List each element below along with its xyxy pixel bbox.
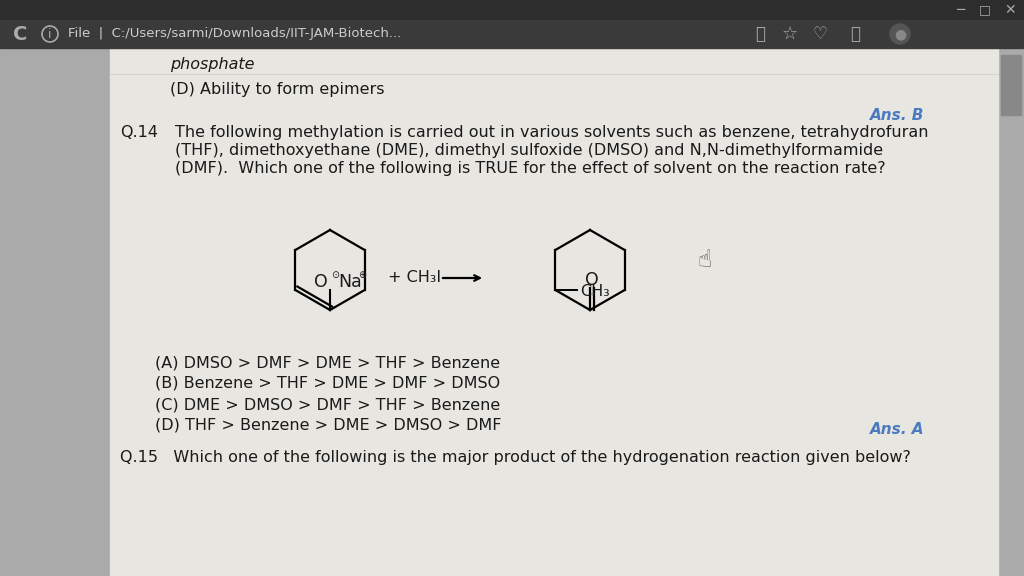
Text: i: i — [48, 28, 52, 40]
Text: The following methylation is carried out in various solvents such as benzene, te: The following methylation is carried out… — [175, 125, 929, 140]
Text: O: O — [585, 271, 599, 289]
Text: (C) DME > DMSO > DMF > THF > Benzene: (C) DME > DMSO > DMF > THF > Benzene — [155, 397, 501, 412]
Text: Q.15   Which one of the following is the major product of the hydrogenation reac: Q.15 Which one of the following is the m… — [120, 450, 911, 465]
Text: ⊕: ⊕ — [358, 270, 367, 280]
Text: ─: ─ — [955, 3, 965, 17]
Text: (THF), dimethoxyethane (DME), dimethyl sulfoxide (DMSO) and N,N-dimethylformamid: (THF), dimethoxyethane (DME), dimethyl s… — [175, 143, 883, 158]
Bar — [1001, 55, 1021, 115]
Bar — [0, 0, 1024, 48]
Text: Na: Na — [338, 273, 361, 291]
Bar — [0, 20, 1024, 48]
Text: □: □ — [979, 3, 991, 17]
Bar — [0, 48, 110, 576]
Text: (D) THF > Benzene > DME > DMSO > DMF: (D) THF > Benzene > DME > DMSO > DMF — [155, 418, 502, 433]
Text: ♡: ♡ — [813, 25, 827, 43]
Text: O: O — [314, 273, 328, 291]
Text: ➕: ➕ — [850, 25, 860, 43]
Text: ☝: ☝ — [697, 248, 712, 272]
Text: + CH₃I: + CH₃I — [388, 271, 441, 286]
Bar — [998, 48, 1024, 576]
Text: ✕: ✕ — [1005, 3, 1016, 17]
Text: File  |  C:/Users/sarmi/Downloads/IIT-JAM-Biotech...: File | C:/Users/sarmi/Downloads/IIT-JAM-… — [68, 28, 401, 40]
Text: ☆: ☆ — [782, 25, 798, 43]
Text: ⌕: ⌕ — [755, 25, 765, 43]
Text: Ans. A: Ans. A — [870, 422, 925, 437]
Text: (D) Ability to form epimers: (D) Ability to form epimers — [170, 82, 384, 97]
Bar — [110, 48, 998, 576]
Text: ⊙: ⊙ — [331, 270, 339, 280]
Text: C: C — [13, 25, 28, 44]
Text: CH₃: CH₃ — [581, 283, 610, 298]
Text: Q.14: Q.14 — [120, 125, 158, 140]
Circle shape — [890, 24, 910, 44]
Text: (DMF).  Which one of the following is TRUE for the effect of solvent on the reac: (DMF). Which one of the following is TRU… — [175, 161, 886, 176]
Text: Ans. B: Ans. B — [870, 108, 925, 123]
Text: (A) DMSO > DMF > DME > THF > Benzene: (A) DMSO > DMF > DME > THF > Benzene — [155, 355, 500, 370]
Text: ●: ● — [894, 27, 906, 41]
Text: (B) Benzene > THF > DME > DMF > DMSO: (B) Benzene > THF > DME > DMF > DMSO — [155, 376, 500, 391]
Text: phosphate: phosphate — [170, 57, 255, 72]
